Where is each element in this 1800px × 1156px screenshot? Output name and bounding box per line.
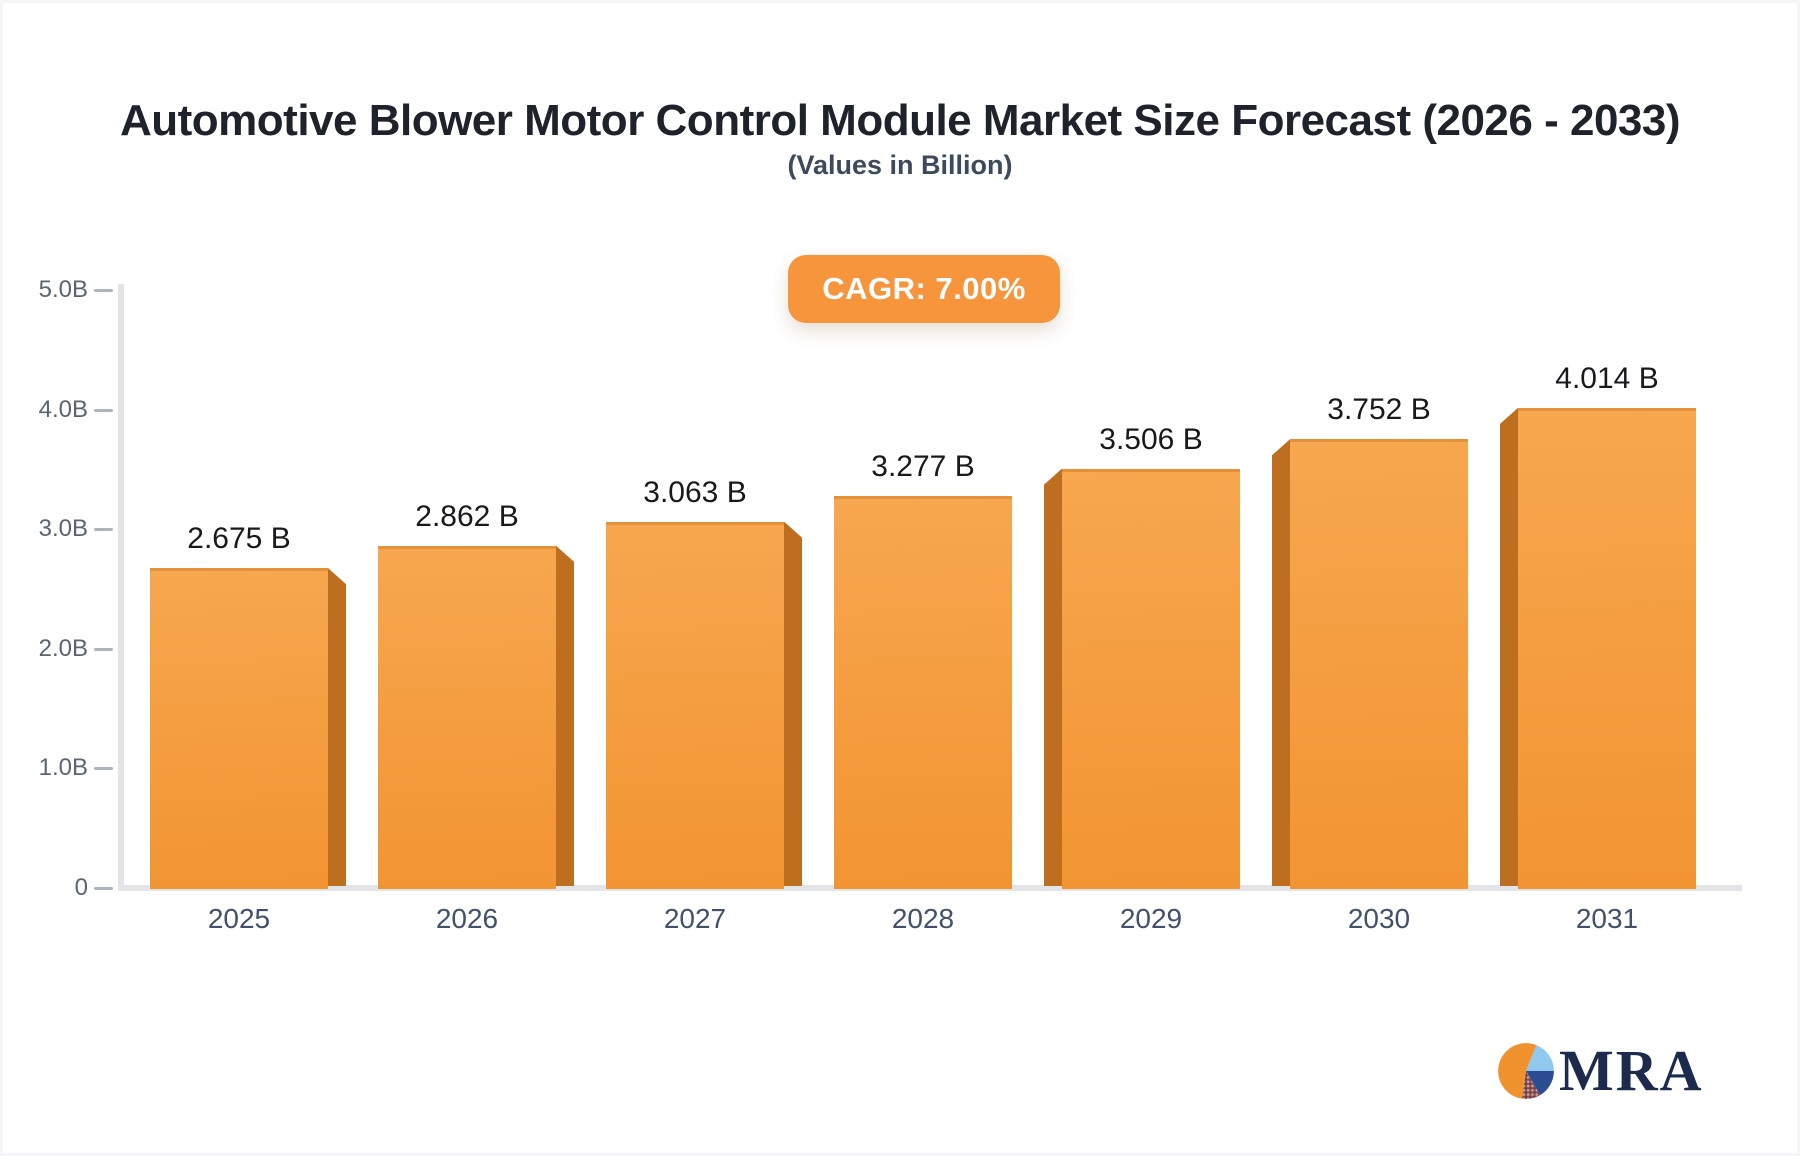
y-axis-tick-label: 4.0B xyxy=(38,395,88,423)
bar-value-label-2025: 2.675 B xyxy=(187,522,291,556)
bar-3d-side-2025 xyxy=(328,568,346,886)
y-axis-tick-mark xyxy=(94,408,113,412)
bar-value-label-2031: 4.014 B xyxy=(1555,361,1659,395)
x-axis-label-2027: 2027 xyxy=(663,903,727,934)
y-axis-tick-mark xyxy=(94,528,113,532)
y-axis-tick-label: 3.0B xyxy=(38,515,88,543)
y-axis-tick-mark xyxy=(94,887,113,890)
cagr-badge: CAGR: 7.00% xyxy=(788,255,1060,323)
chart-title: Automotive Blower Motor Control Module M… xyxy=(119,96,1681,145)
bar-2026 xyxy=(378,545,556,889)
bar-value-label-2027: 3.063 B xyxy=(643,475,747,509)
bar-2028 xyxy=(834,496,1012,889)
bar-3d-side-2029 xyxy=(1044,468,1062,886)
y-axis-tick-mark xyxy=(94,647,113,651)
bar-value-label-2026: 2.862 B xyxy=(415,499,519,533)
bar-3d-side-2026 xyxy=(556,545,574,886)
bar-value-label-2028: 3.277 B xyxy=(871,450,975,484)
y-axis-tick-label: 1.0B xyxy=(38,754,88,782)
mra-logo-pie-icon xyxy=(1498,1043,1554,1099)
y-axis-tick-label: 2.0B xyxy=(38,634,88,662)
bar-3d-side-2027 xyxy=(784,521,802,886)
x-axis-label-2028: 2028 xyxy=(891,903,955,934)
y-axis-tick-mark xyxy=(94,289,113,292)
bar-3d-side-2030 xyxy=(1272,439,1290,886)
y-axis-line xyxy=(118,284,124,891)
x-axis-label-2029: 2029 xyxy=(1119,903,1183,934)
y-axis-tick-mark xyxy=(94,767,113,771)
y-axis-tick-label: 5.0B xyxy=(38,276,88,303)
mra-logo-text: MRA xyxy=(1559,1038,1704,1103)
bar-value-label-2029: 3.506 B xyxy=(1099,422,1203,456)
bar-2029 xyxy=(1062,468,1240,889)
bar-value-label-2030: 3.752 B xyxy=(1327,393,1431,427)
x-axis-label-2031: 2031 xyxy=(1575,903,1639,934)
bar-2030 xyxy=(1290,439,1468,889)
chart-subtitle: (Values in Billion) xyxy=(787,150,1013,180)
bar-2025 xyxy=(150,568,328,889)
bar-3d-side-2031 xyxy=(1500,407,1518,886)
x-axis-label-2026: 2026 xyxy=(435,903,499,934)
mra-logo: MRA xyxy=(1497,1038,1704,1104)
bar-2031 xyxy=(1518,407,1696,889)
bar-2027 xyxy=(606,521,784,889)
cagr-badge-label: CAGR: 7.00% xyxy=(822,271,1026,306)
y-axis-tick-label: 0 xyxy=(74,874,88,901)
x-axis-label-2030: 2030 xyxy=(1347,903,1411,934)
x-axis-label-2025: 2025 xyxy=(207,903,271,934)
